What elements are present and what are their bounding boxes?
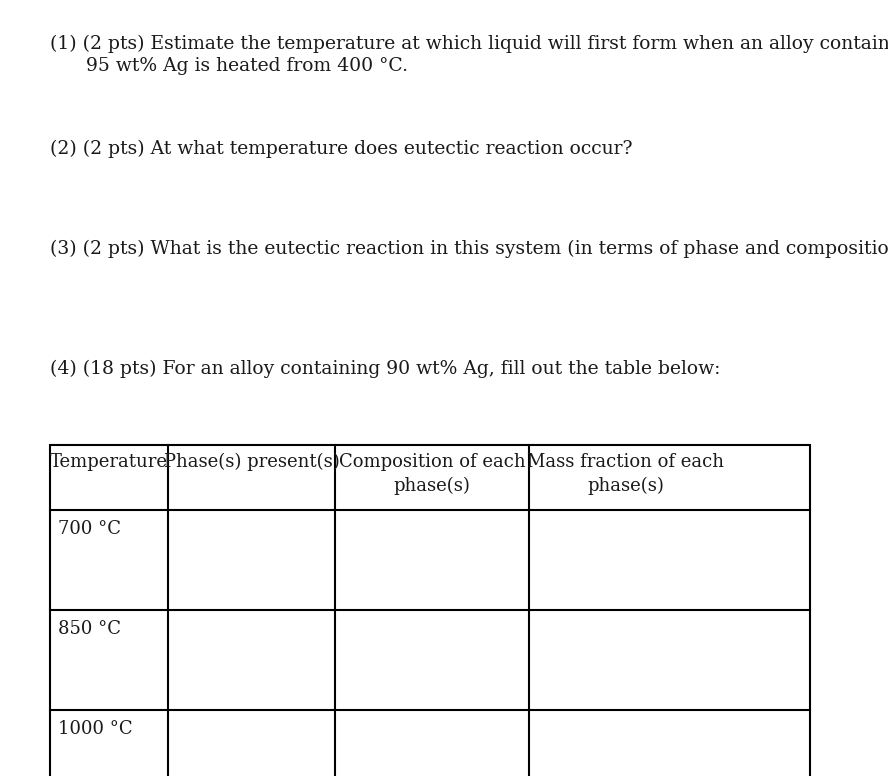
Text: 95 wt% Ag is heated from 400 °C.: 95 wt% Ag is heated from 400 °C. bbox=[50, 57, 408, 74]
Text: Mass fraction of each
phase(s): Mass fraction of each phase(s) bbox=[527, 453, 725, 495]
Text: Composition of each
phase(s): Composition of each phase(s) bbox=[338, 453, 525, 495]
Text: (4) (18 pts) For an alloy containing 90 wt% Ag, fill out the table below:: (4) (18 pts) For an alloy containing 90 … bbox=[50, 360, 720, 378]
Text: Phase(s) present(s): Phase(s) present(s) bbox=[163, 453, 339, 471]
Text: 700 °C: 700 °C bbox=[58, 520, 121, 538]
Text: (1) (2 pts) Estimate the temperature at which liquid will first form when an all: (1) (2 pts) Estimate the temperature at … bbox=[50, 35, 888, 54]
Text: 850 °C: 850 °C bbox=[58, 620, 121, 638]
Text: (3) (2 pts) What is the eutectic reaction in this system (in terms of phase and : (3) (2 pts) What is the eutectic reactio… bbox=[50, 240, 888, 258]
Text: (2) (2 pts) At what temperature does eutectic reaction occur?: (2) (2 pts) At what temperature does eut… bbox=[50, 140, 632, 158]
Bar bbox=[50, 445, 810, 776]
Text: 1000 °C: 1000 °C bbox=[58, 720, 132, 738]
Text: Temperature: Temperature bbox=[50, 453, 168, 471]
